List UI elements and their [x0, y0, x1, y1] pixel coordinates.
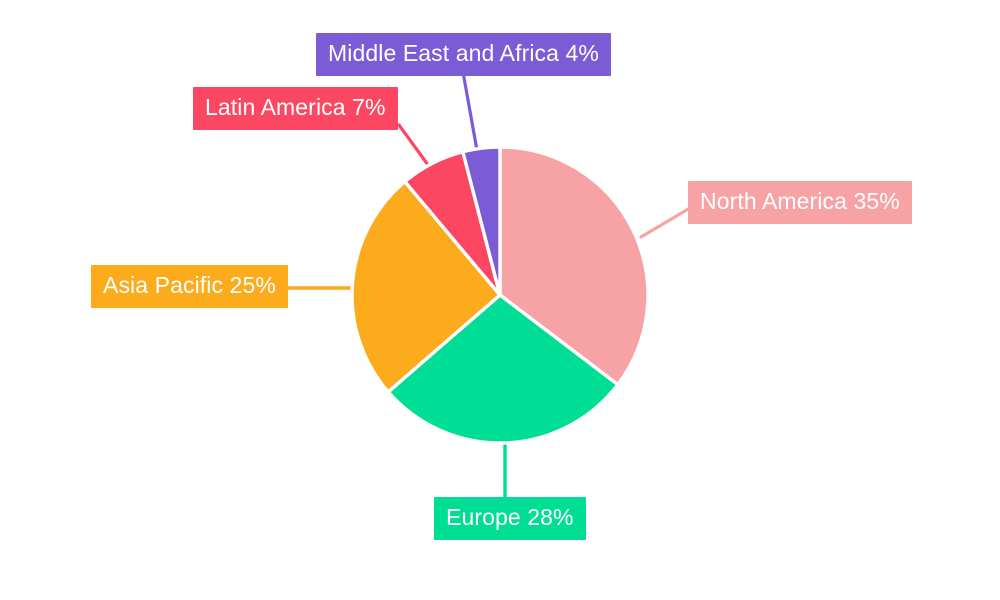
- pie-slice-middle-east-africa[interactable]: [461, 145, 502, 297]
- leader-lines: [288, 70, 692, 500]
- pie-label-asia-pacific[interactable]: Asia Pacific 25%: [91, 265, 288, 308]
- leader-line-middle-east-africa: [461, 70, 480, 158]
- pie-slice-asia-pacific[interactable]: [350, 179, 502, 394]
- pie-wedges: [350, 145, 650, 445]
- pie-label-north-america-text: North America 35%: [700, 188, 900, 214]
- pie-label-middle-east-africa[interactable]: Middle East and Africa 4%: [316, 33, 611, 76]
- pie-label-north-america[interactable]: North America 35%: [688, 181, 912, 224]
- leader-line-north-america: [639, 206, 692, 239]
- pie-slice-europe[interactable]: [386, 293, 620, 445]
- pie-label-europe[interactable]: Europe 28%: [434, 497, 586, 540]
- pie-label-asia-pacific-text: Asia Pacific 25%: [103, 272, 276, 298]
- pie-label-middle-east-africa-text: Middle East and Africa 4%: [328, 40, 599, 66]
- pie-label-europe-text: Europe 28%: [446, 504, 574, 530]
- pie-slice-north-america[interactable]: [498, 145, 650, 387]
- pie-label-latin-america-text: Latin America 7%: [205, 94, 386, 120]
- pie-label-latin-america[interactable]: Latin America 7%: [193, 87, 398, 130]
- leader-line-latin-america: [397, 123, 433, 171]
